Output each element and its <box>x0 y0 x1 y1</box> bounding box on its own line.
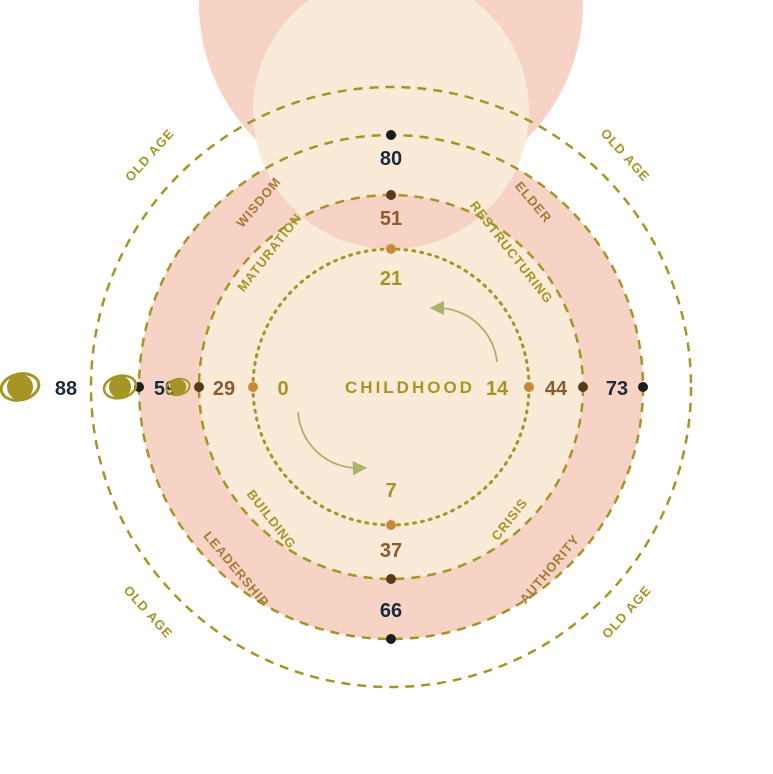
axis-dot-59 <box>194 382 204 392</box>
axis-dot-14 <box>524 382 534 392</box>
ring-label-old-age-bottomright: OLD AGE <box>599 583 654 642</box>
ring-label-old-age-topright: OLD AGE <box>598 126 653 185</box>
axis-dot-80 <box>386 130 396 140</box>
axis-dot-66 <box>386 634 396 644</box>
axis-label-44[interactable]: 44 <box>545 378 568 400</box>
axis-label-21[interactable]: 21 <box>380 268 402 290</box>
saturn-icon-88[interactable] <box>0 370 41 403</box>
axis-label-0[interactable]: 0 <box>277 378 288 400</box>
axis-label-14[interactable]: 14 <box>486 378 509 400</box>
axis-label-73[interactable]: 73 <box>606 378 628 400</box>
ring-label-old-age-topleft: OLD AGE <box>122 126 177 185</box>
axis-label-88[interactable]: 88 <box>55 378 77 400</box>
axis-label-51[interactable]: 51 <box>380 208 402 230</box>
axis-label-80[interactable]: 80 <box>380 148 402 170</box>
center-label-childhood: CHILDHOOD <box>345 378 475 397</box>
axis-label-66[interactable]: 66 <box>380 600 402 622</box>
diagram-svg: OLD AGE OLD AGE OLD AGE OLD AGE WISDOM E… <box>0 0 773 774</box>
axis-label-29[interactable]: 29 <box>213 378 235 400</box>
ring-label-old-age-bottomleft: OLD AGE <box>121 583 176 642</box>
axis-dot-21 <box>386 244 396 254</box>
axis-dot-73 <box>638 382 648 392</box>
age-cycle-diagram: OLD AGE OLD AGE OLD AGE OLD AGE WISDOM E… <box>0 0 773 774</box>
axis-label-7[interactable]: 7 <box>385 480 396 502</box>
axis-dot-44 <box>578 382 588 392</box>
axis-dot-37 <box>386 574 396 584</box>
axis-dot-7 <box>386 520 396 530</box>
axis-label-37[interactable]: 37 <box>380 540 402 562</box>
saturn-icon-59[interactable] <box>102 373 138 401</box>
axis-dot-29 <box>248 382 258 392</box>
axis-dot-51 <box>386 190 396 200</box>
